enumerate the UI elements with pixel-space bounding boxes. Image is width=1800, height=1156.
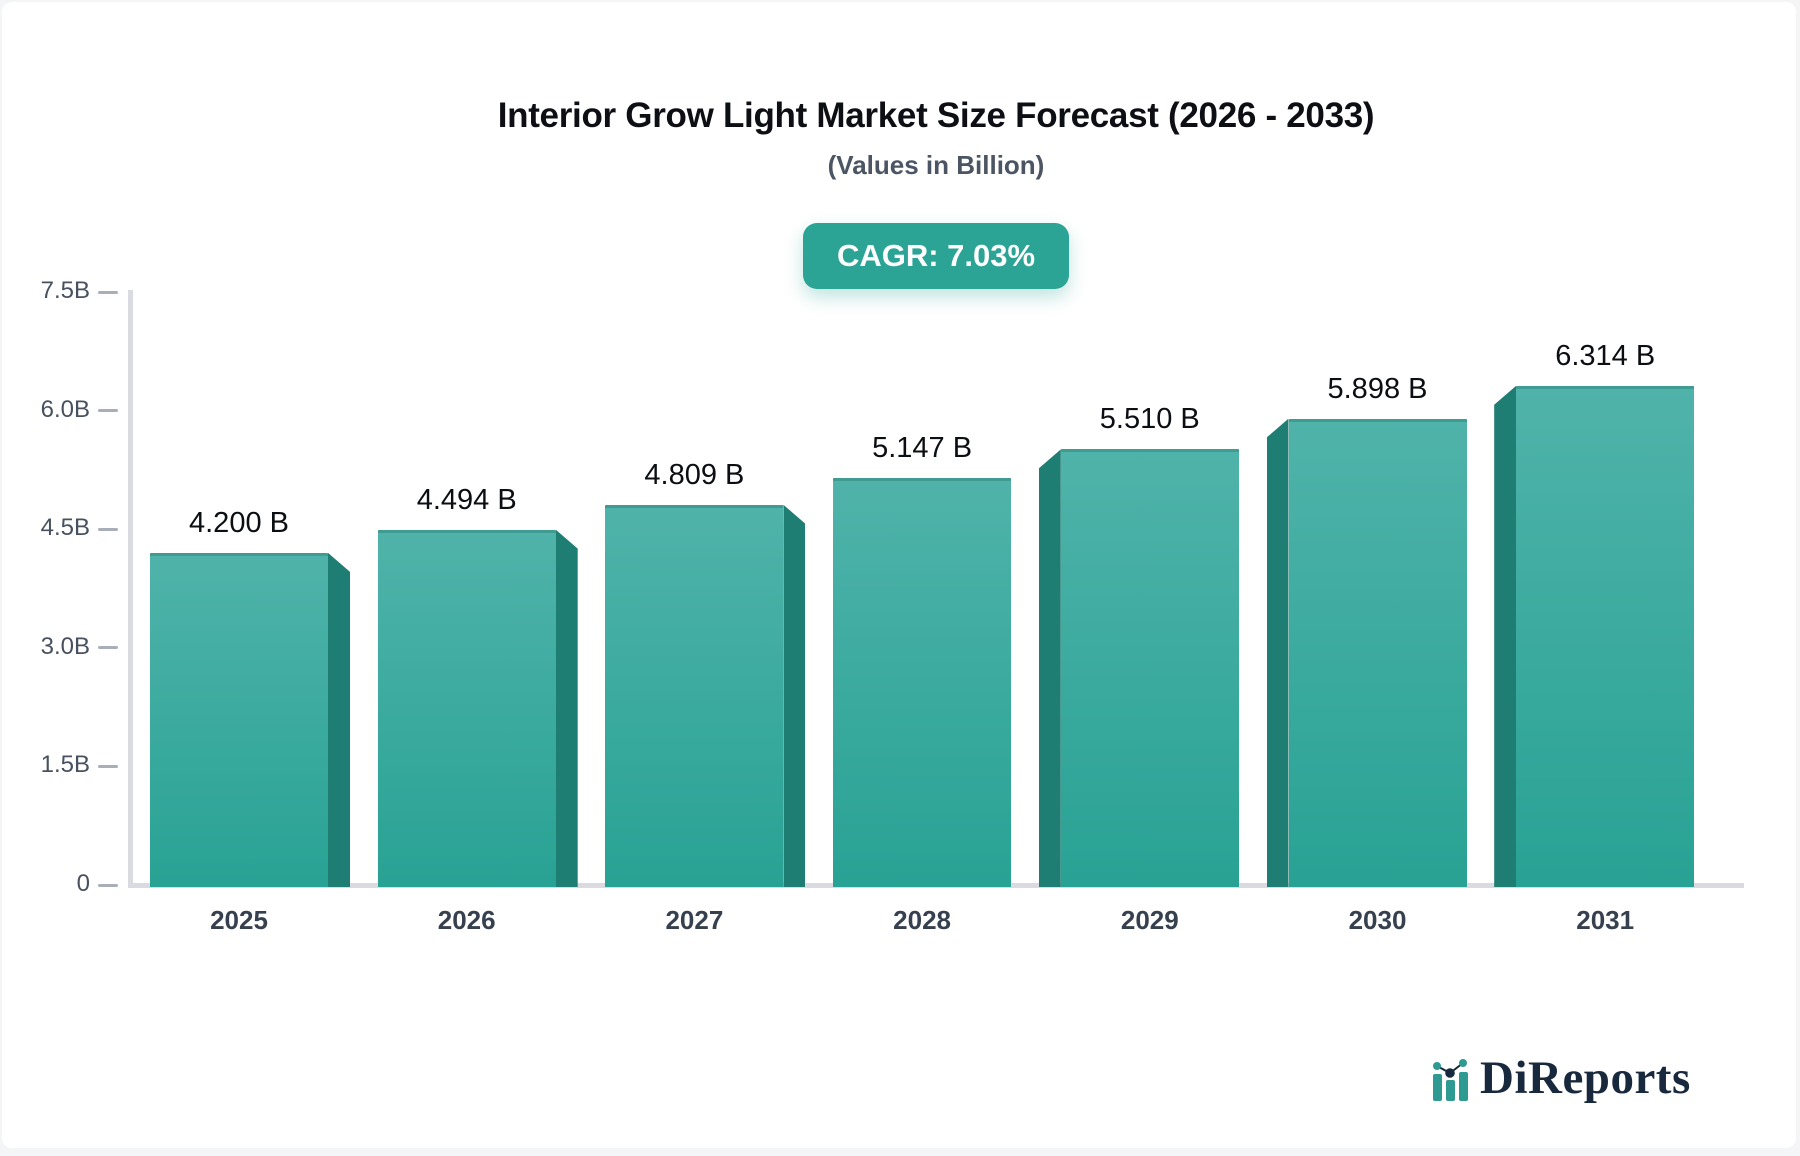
x-axis-tick-label: 2028	[893, 905, 952, 935]
y-axis-tick-label: 7.5B	[40, 277, 90, 304]
y-axis-tick-label: 6.0B	[40, 395, 90, 423]
x-axis-tick-label: 2027	[665, 905, 724, 935]
bar-2027	[605, 504, 784, 887]
y-axis-tick-label: 0	[76, 870, 90, 897]
cagr-badge: CAGR: 7.03%	[802, 223, 1070, 289]
bar-value-label: 4.200 B	[189, 506, 289, 539]
bar-2026	[377, 529, 556, 887]
bar-3d-side-2029	[1038, 449, 1061, 887]
bar-value-label: 4.809 B	[644, 458, 745, 491]
x-axis-tick-label: 2026	[437, 905, 496, 935]
bar-2025	[150, 552, 328, 887]
bar-3d-side-2030	[1266, 418, 1289, 887]
bar-2030	[1288, 418, 1467, 887]
y-axis-tick-label: 4.5B	[40, 514, 90, 542]
y-axis-tick-label: 1.5B	[40, 751, 90, 779]
bar-top-rim	[150, 552, 328, 556]
x-axis-tick-label: 2031	[1576, 905, 1635, 935]
chart-header: Interior Grow Light Market Size Forecast…	[128, 0, 1744, 289]
bar-value-label: 5.898 B	[1327, 372, 1428, 405]
chart-subtitle: (Values in Billion)	[827, 150, 1045, 180]
direports-logo: DiReports	[1432, 1038, 1712, 1102]
bar-2028	[833, 478, 1012, 887]
bar-value-label: 5.510 B	[1099, 403, 1200, 436]
bar-top-rim	[833, 478, 1012, 482]
bar-top-rim	[1060, 449, 1239, 453]
bar-top-rim	[1516, 385, 1695, 389]
y-axis-tick	[98, 409, 118, 413]
y-axis-tick	[98, 764, 118, 768]
bar-2029	[1060, 449, 1239, 887]
mini-bar-line-chart-icon	[1433, 1059, 1468, 1101]
bar-top-rim	[377, 529, 556, 533]
y-axis-tick	[98, 527, 118, 531]
bar-value-label: 6.314 B	[1555, 339, 1656, 372]
x-axis-tick-label: 2030	[1348, 905, 1407, 935]
bar-value-label: 4.494 B	[416, 483, 517, 516]
bar-3d-side-2027	[783, 504, 806, 887]
bar-top-rim	[1288, 418, 1467, 422]
bar-top-rim	[605, 504, 784, 508]
bar-value-label: 5.147 B	[872, 432, 973, 465]
x-axis-tick-label: 2025	[210, 905, 268, 935]
brand-wordmark: DiReports	[1480, 1052, 1691, 1104]
y-axis-line	[128, 290, 133, 886]
bar-2031	[1516, 385, 1695, 887]
bar-3d-side-2031	[1494, 385, 1517, 887]
bar-3d-side-2025	[328, 552, 350, 887]
y-axis-tick	[98, 883, 118, 887]
page-title: Interior Grow Light Market Size Forecast…	[497, 96, 1375, 135]
y-axis-tick	[98, 290, 118, 294]
y-axis-tick	[98, 646, 118, 650]
x-axis-tick-label: 2029	[1120, 905, 1179, 935]
bar-3d-side-2026	[555, 529, 578, 887]
y-axis-tick-label: 3.0B	[40, 632, 90, 660]
